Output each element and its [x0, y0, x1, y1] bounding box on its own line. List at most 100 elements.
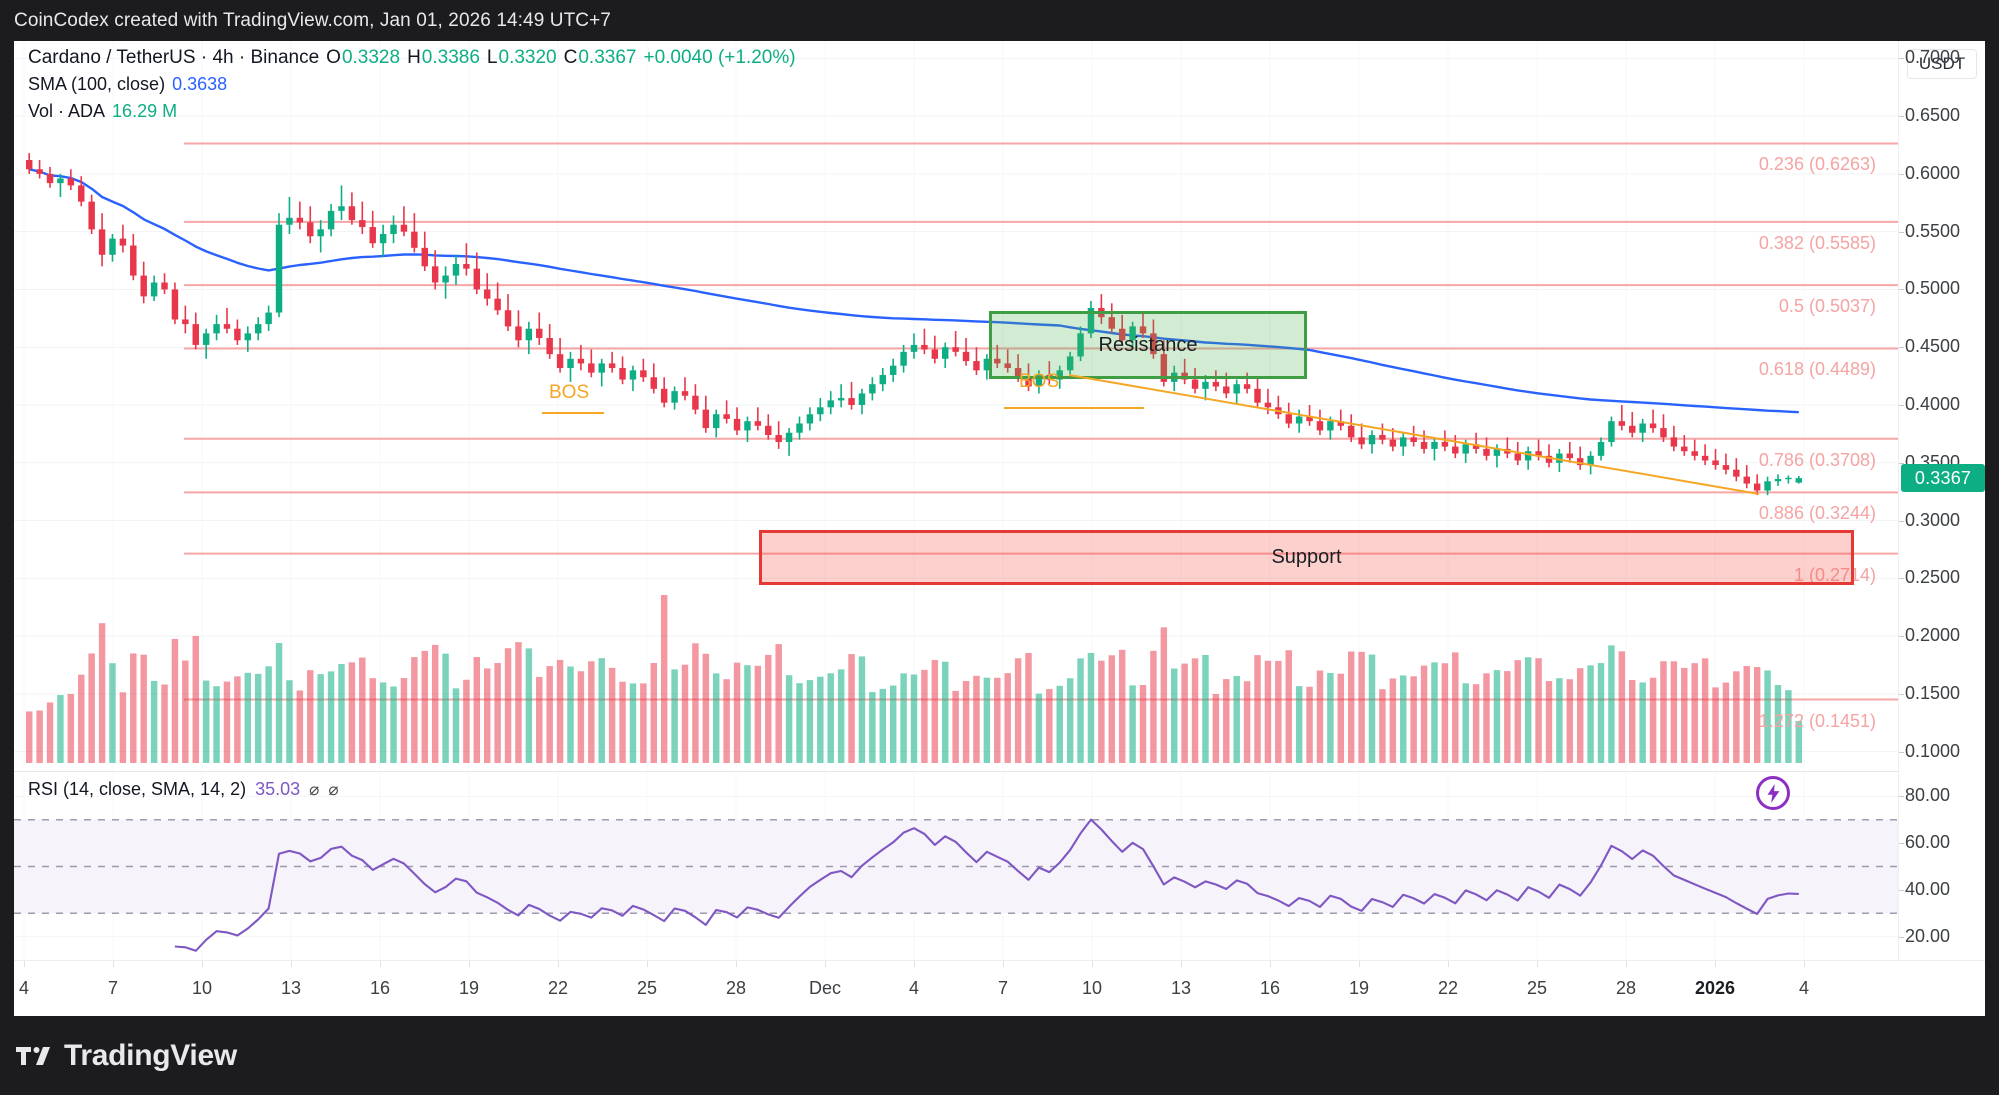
price-pane[interactable] — [14, 41, 1898, 769]
time-tick-label: 16 — [1259, 978, 1281, 998]
time-tick-mark — [1270, 961, 1271, 967]
price-tick: 0.7000 — [1905, 47, 1961, 68]
time-tick-label: 25 — [1526, 978, 1548, 998]
time-tick-label: 7 — [107, 978, 119, 998]
price-tick: 0.4000 — [1905, 394, 1961, 414]
legend-high-label: H — [407, 47, 421, 68]
price-tick: 0.1500 — [1905, 682, 1961, 703]
rsi-tick: 60.00 — [1905, 832, 1951, 853]
resistance-zone[interactable]: Resistance — [989, 311, 1307, 379]
legend-close-label: C — [563, 47, 578, 68]
time-tick-mark — [1092, 961, 1093, 967]
price-tick: 0.5000 — [1905, 278, 1961, 299]
rsi-chart-svg — [14, 773, 1898, 960]
rsi-pane[interactable] — [14, 773, 1898, 960]
bos-line-2 — [1004, 407, 1144, 409]
rsi-legend-label[interactable]: RSI (14, close, SMA, 14, 2) — [28, 779, 247, 799]
time-tick-mark — [914, 961, 915, 967]
legend-sma-label[interactable]: SMA (100, close) — [28, 74, 166, 94]
attribution-text: CoinCodex created with TradingView.com, … — [14, 9, 611, 31]
time-tick-label: 2026 — [1694, 978, 1736, 998]
legend-change: +0.0040 (+1.20%) — [643, 47, 796, 68]
rsi-tick-mark — [1899, 936, 1904, 938]
time-tick-mark — [469, 961, 470, 967]
time-tick-label: 28 — [725, 978, 747, 998]
price-tick-mark — [1899, 173, 1904, 175]
price-tick-mark — [1899, 116, 1904, 118]
time-tick-label: 10 — [191, 978, 213, 998]
legend-volume-row: Vol · ADA 16.29 M — [28, 101, 796, 128]
price-tick-mark — [1899, 58, 1904, 60]
price-tick: 0.4500 — [1905, 336, 1961, 357]
price-tick: 0.2000 — [1905, 625, 1961, 646]
time-tick-label: 4 — [18, 978, 30, 998]
rsi-tick-mark — [1899, 796, 1904, 798]
bolt-glyph — [1767, 783, 1779, 803]
price-tick-mark — [1899, 289, 1904, 291]
time-tick-mark — [1003, 961, 1004, 967]
rsi-tick: 40.00 — [1905, 878, 1951, 899]
time-tick-mark — [1181, 961, 1182, 967]
price-scale[interactable]: USDT 0.7000 0.6500 0.6000 0.5500 0.5000 0.450… — [1898, 41, 1985, 960]
legend-sma-value: 0.3638 — [172, 74, 228, 94]
price-tick-mark — [1899, 347, 1904, 349]
rsi-legend-nil-1: ⌀ — [309, 780, 320, 799]
time-tick-mark — [736, 961, 737, 967]
time-tick-label: 19 — [1348, 978, 1370, 998]
time-tick-mark — [1537, 961, 1538, 967]
time-scale[interactable]: 4 7 10 13 16 19 22 25 28 Dec 4 7 10 13 16 19 22 25 28 2026 4 — [14, 960, 1985, 1016]
price-tick-mark — [1899, 636, 1904, 638]
time-tick-label: 13 — [280, 978, 302, 998]
legend-open-label: O — [326, 47, 341, 68]
bos-label-2: BOS — [1019, 371, 1060, 392]
fib-level-label-1-272: 1.272 (0.1451) — [1758, 710, 1876, 731]
time-tick-mark — [647, 961, 648, 967]
currency-badge[interactable]: USDT — [1907, 49, 1977, 79]
fib-level-label-0-5: 0.5 (0.5037) — [1778, 296, 1876, 317]
legend-sma-row: SMA (100, close) 0.3638 — [28, 74, 796, 101]
time-tick-label: 19 — [458, 978, 480, 998]
bos-label-1: BOS — [549, 382, 590, 403]
resistance-label: Resistance — [1098, 333, 1198, 356]
lightning-bolt-icon[interactable] — [1756, 776, 1790, 810]
current-price-badge: 0.3367 — [1901, 464, 1985, 493]
price-tick-mark — [1899, 578, 1904, 580]
time-tick-mark — [291, 961, 292, 967]
price-tick-mark — [1899, 405, 1904, 406]
time-tick-mark — [24, 961, 25, 967]
fib-level-label-0-618: 0.618 (0.4489) — [1758, 359, 1876, 380]
chart-card: Cardano / TetherUS · 4h · Binance O 0.332… — [14, 41, 1985, 1016]
rsi-legend-nil-2: ⌀ — [328, 780, 339, 799]
legend-high-value: 0.3386 — [421, 47, 480, 68]
rsi-tick-mark — [1899, 843, 1904, 845]
time-tick-mark — [1359, 961, 1360, 967]
tradingview-logo — [16, 1046, 50, 1065]
support-zone[interactable]: Support — [759, 530, 1854, 585]
time-tick-label: 4 — [908, 978, 920, 998]
legend-volume-label[interactable]: Vol · ADA — [28, 101, 106, 121]
bos-line-1 — [542, 412, 604, 414]
time-tick-mark — [1715, 961, 1716, 967]
support-label: Support — [1271, 546, 1342, 568]
rsi-tick: 80.00 — [1905, 785, 1951, 806]
price-tick-mark — [1899, 462, 1904, 464]
legend-symbol[interactable]: Cardano / TetherUS · 4h · Binance — [28, 47, 320, 68]
fib-level-label-0-786: 0.786 (0.3708) — [1758, 449, 1876, 470]
tradingview-wordmark: TradingView — [64, 1038, 237, 1072]
time-tick-mark — [113, 961, 114, 967]
legend-close-value: 0.3367 — [578, 47, 637, 68]
legend-open-value: 0.3328 — [341, 47, 401, 68]
time-tick-label: 13 — [1170, 978, 1192, 998]
time-tick-label: 7 — [997, 978, 1009, 998]
price-tick: 0.6500 — [1905, 105, 1961, 126]
time-tick-mark — [202, 961, 203, 967]
rsi-tick-mark — [1899, 889, 1904, 891]
time-tick-mark — [558, 961, 559, 967]
rsi-legend: RSI (14, close, SMA, 14, 2) 35.03 ⌀ ⌀ — [28, 779, 339, 800]
price-tick: 0.6000 — [1905, 162, 1961, 183]
time-tick-label: 22 — [547, 978, 569, 998]
price-tick-mark — [1899, 693, 1904, 695]
pane-divider — [14, 771, 1898, 772]
time-tick-label: 28 — [1615, 978, 1637, 998]
